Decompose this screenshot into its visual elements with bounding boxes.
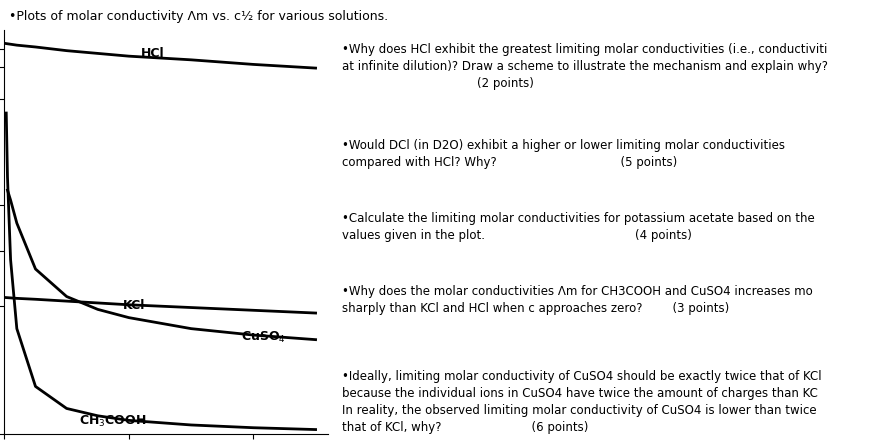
Text: CuSO$_4$: CuSO$_4$ <box>241 330 286 346</box>
Text: CH$_3$COOH: CH$_3$COOH <box>79 414 146 429</box>
Text: KCl: KCl <box>123 299 145 312</box>
Text: •Plots of molar conductivity Λm vs. c½ for various solutions.: •Plots of molar conductivity Λm vs. c½ f… <box>9 10 388 23</box>
Text: HCl: HCl <box>141 47 164 60</box>
Text: •Calculate the limiting molar conductivities for potassium acetate based on the
: •Calculate the limiting molar conductivi… <box>342 212 815 242</box>
Text: •Ideally, limiting molar conductivity of CuSO4 should be exactly twice that of K: •Ideally, limiting molar conductivity of… <box>342 369 822 434</box>
Text: •Why does HCl exhibit the greatest limiting molar conductivities (i.e., conducti: •Why does HCl exhibit the greatest limit… <box>342 43 828 89</box>
Text: •Would DCl (in D2O) exhibit a higher or lower limiting molar conductivities
comp: •Would DCl (in D2O) exhibit a higher or … <box>342 140 785 170</box>
Text: •Why does the molar conductivities Λm for CH3COOH and CuSO4 increases mo
sharply: •Why does the molar conductivities Λm fo… <box>342 285 813 315</box>
